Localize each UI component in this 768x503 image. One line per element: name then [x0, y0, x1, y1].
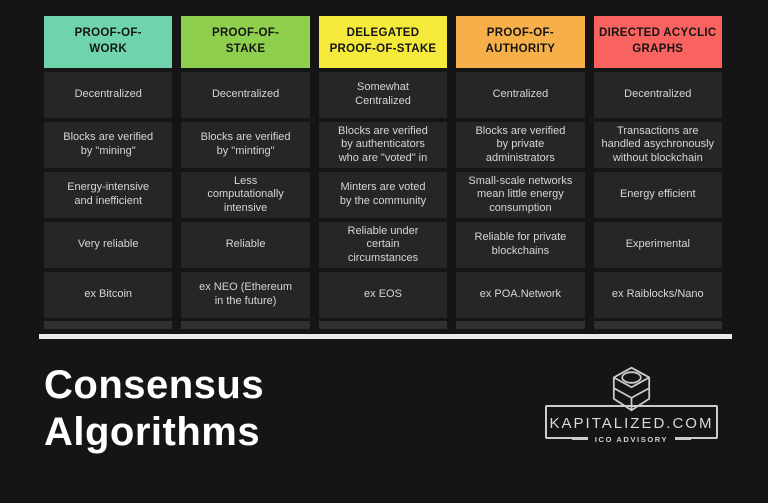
table-cell: Blocks are verified by private administr… — [456, 122, 585, 168]
comparison-table: PROOF-OF- WORK Decentralized Blocks are … — [44, 16, 722, 329]
column-footer-strip — [318, 321, 448, 329]
table-cell: Experimental — [593, 222, 722, 268]
table-cell: Somewhat Centralized — [318, 72, 448, 118]
table-cell: Energy-intensive and inefficient — [44, 172, 173, 218]
table-cell: Decentralized — [44, 72, 173, 118]
table-cell: Transactions are handled asychronously w… — [593, 122, 722, 168]
table-cell: Blocks are verified by "minting" — [181, 122, 310, 168]
column-directed-acyclic-graphs: DIRECTED ACYCLIC GRAPHS Decentralized Tr… — [593, 16, 722, 329]
column-header: PROOF-OF- STAKE — [181, 16, 310, 68]
table-cell: ex POA.Network — [456, 272, 585, 318]
table-cell: ex NEO (Ethereum in the future) — [181, 272, 310, 318]
horizontal-divider — [39, 334, 732, 339]
tagline-dash-left — [571, 438, 588, 440]
table-cell: Reliable for private blockchains — [456, 222, 585, 268]
table-cell: Blocks are verified by "mining" — [44, 122, 173, 168]
column-proof-of-work: PROOF-OF- WORK Decentralized Blocks are … — [44, 16, 173, 329]
column-footer-strip — [593, 321, 722, 329]
table-cell: Minters are voted by the community — [318, 172, 448, 218]
logo-tagline-row: ICO ADVISORY — [545, 433, 718, 445]
column-proof-of-authority: PROOF-OF- AUTHORITY Centralized Blocks a… — [456, 16, 585, 329]
table-cell: ex Raiblocks/Nano — [593, 272, 722, 318]
column-proof-of-stake: PROOF-OF- STAKE Decentralized Blocks are… — [181, 16, 310, 329]
table-cell: Centralized — [456, 72, 585, 118]
table-cell: Energy efficient — [593, 172, 722, 218]
column-footer-strip — [44, 321, 173, 329]
tagline-dash-right — [675, 438, 692, 440]
table-cell: Decentralized — [593, 72, 722, 118]
column-header: PROOF-OF- AUTHORITY — [456, 16, 585, 68]
table-cell: Very reliable — [44, 222, 173, 268]
table-cell: Small-scale networks mean little energy … — [456, 172, 585, 218]
table-cell: ex EOS — [318, 272, 448, 318]
column-footer-strip — [181, 321, 310, 329]
table-cell: ex Bitcoin — [44, 272, 173, 318]
logo-text: KAPITALIZED.COM — [549, 414, 714, 432]
table-cell: Less computationally intensive — [181, 172, 310, 218]
cube-icon — [612, 366, 651, 412]
table-cell: Reliable under certain circumstances — [318, 222, 448, 268]
column-footer-strip — [456, 321, 585, 329]
column-header: DIRECTED ACYCLIC GRAPHS — [593, 16, 722, 68]
column-header: DELEGATED PROOF-OF-STAKE — [318, 16, 448, 68]
table-cell: Reliable — [181, 222, 310, 268]
column-header: PROOF-OF- WORK — [44, 16, 173, 68]
page-title-line2: Algorithms — [44, 410, 261, 454]
page-title: Consensus Algorithms — [44, 362, 264, 456]
logo-tagline: ICO ADVISORY — [587, 434, 676, 444]
column-delegated-proof-of-stake: DELEGATED PROOF-OF-STAKE Somewhat Centra… — [318, 16, 448, 329]
table-cell: Decentralized — [181, 72, 310, 118]
table-cell: Blocks are verified by authenticators wh… — [318, 122, 448, 168]
page-title-line1: Consensus — [44, 363, 265, 407]
